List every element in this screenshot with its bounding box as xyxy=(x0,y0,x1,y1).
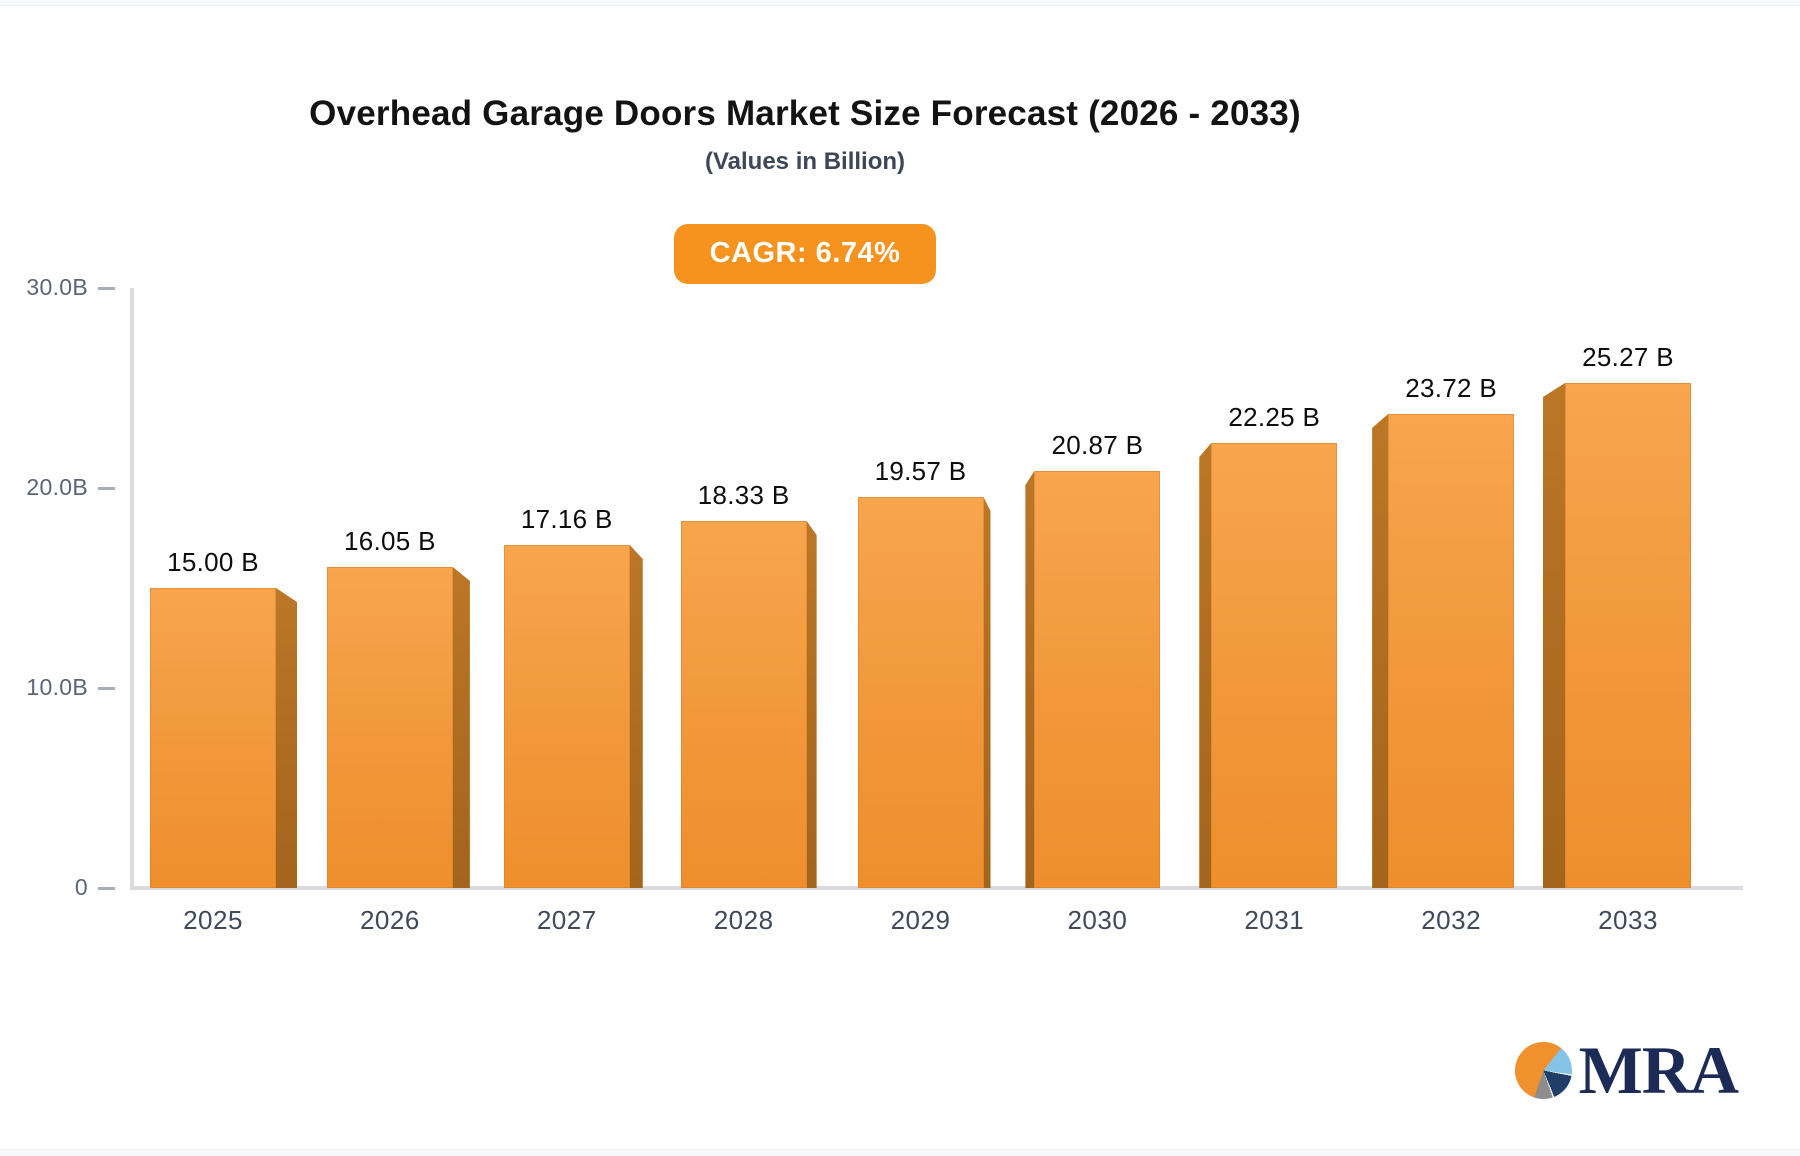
x-axis-label-2030: 2030 xyxy=(1067,905,1128,935)
bar-2030 xyxy=(1034,471,1161,888)
bar-2027 xyxy=(503,545,630,888)
mra-logo: MRA xyxy=(1514,1032,1739,1108)
x-axis-label-2026: 2026 xyxy=(359,905,420,935)
y-axis-tick-dash xyxy=(98,487,115,490)
bar-2031 xyxy=(1211,443,1338,888)
y-axis-tick-label: 30.0B xyxy=(26,274,88,300)
bar-value-label-2032: 23.72 B xyxy=(1405,373,1497,403)
bar-value-label-2025: 15.00 B xyxy=(167,547,259,577)
bar-2033 xyxy=(1565,383,1691,888)
bottom-edge-divider xyxy=(0,1149,1800,1156)
y-axis-tick-label: 20.0B xyxy=(26,474,88,500)
bar-side-2029 xyxy=(983,497,991,888)
bar-value-label-2028: 18.33 B xyxy=(697,480,790,510)
bar-side-2031 xyxy=(1199,443,1212,888)
y-axis-tick-dash xyxy=(98,687,115,690)
bar-side-2027 xyxy=(629,545,643,888)
cagr-badge: CAGR: 6.74% xyxy=(673,224,937,284)
bar-2029 xyxy=(857,497,984,888)
chart-title: Overhead Garage Doors Market Size Foreca… xyxy=(309,94,1301,133)
mra-logo-text: MRA xyxy=(1578,1032,1739,1108)
y-axis-tick-dash xyxy=(98,887,115,890)
x-axis-label-2028: 2028 xyxy=(713,905,774,935)
bar-value-label-2033: 25.27 B xyxy=(1582,342,1674,372)
bar-2032 xyxy=(1388,414,1515,888)
bar-value-label-2026: 16.05 B xyxy=(344,526,436,556)
bar-value-label-2031: 22.25 B xyxy=(1228,402,1321,432)
x-axis-label-2032: 2032 xyxy=(1421,905,1482,935)
bar-2025 xyxy=(150,588,276,888)
bar-side-2033 xyxy=(1543,383,1565,888)
bar-value-label-2030: 20.87 B xyxy=(1051,430,1144,460)
x-axis-label-2031: 2031 xyxy=(1244,905,1305,935)
y-axis-tick-label: 10.0B xyxy=(26,674,88,700)
chart-subtitle: (Values in Billion) xyxy=(704,148,906,175)
y-axis-tick-label: 0 xyxy=(74,874,88,900)
bar-side-2030 xyxy=(1025,471,1035,888)
y-axis-tick-dash xyxy=(98,287,115,290)
bar-2028 xyxy=(680,521,807,888)
x-axis-line xyxy=(130,886,1743,890)
bar-side-2032 xyxy=(1372,414,1389,888)
x-axis-label-2027: 2027 xyxy=(536,905,597,935)
y-axis-line xyxy=(130,288,134,888)
x-axis-label-2025: 2025 xyxy=(183,905,243,935)
bar-side-2028 xyxy=(806,521,817,888)
bar-value-label-2029: 19.57 B xyxy=(874,456,967,486)
cagr-badge-row: CAGR: 6.74% xyxy=(0,224,1610,284)
bar-value-label-2027: 17.16 B xyxy=(520,504,613,534)
x-axis-label-2029: 2029 xyxy=(890,905,951,935)
x-axis-label-2033: 2033 xyxy=(1598,905,1658,935)
bar-2026 xyxy=(326,567,453,888)
mra-logo-pie-icon xyxy=(1514,1042,1572,1099)
bar-side-2026 xyxy=(452,567,470,888)
bar-side-2025 xyxy=(276,588,297,888)
top-edge-divider xyxy=(0,0,1800,6)
